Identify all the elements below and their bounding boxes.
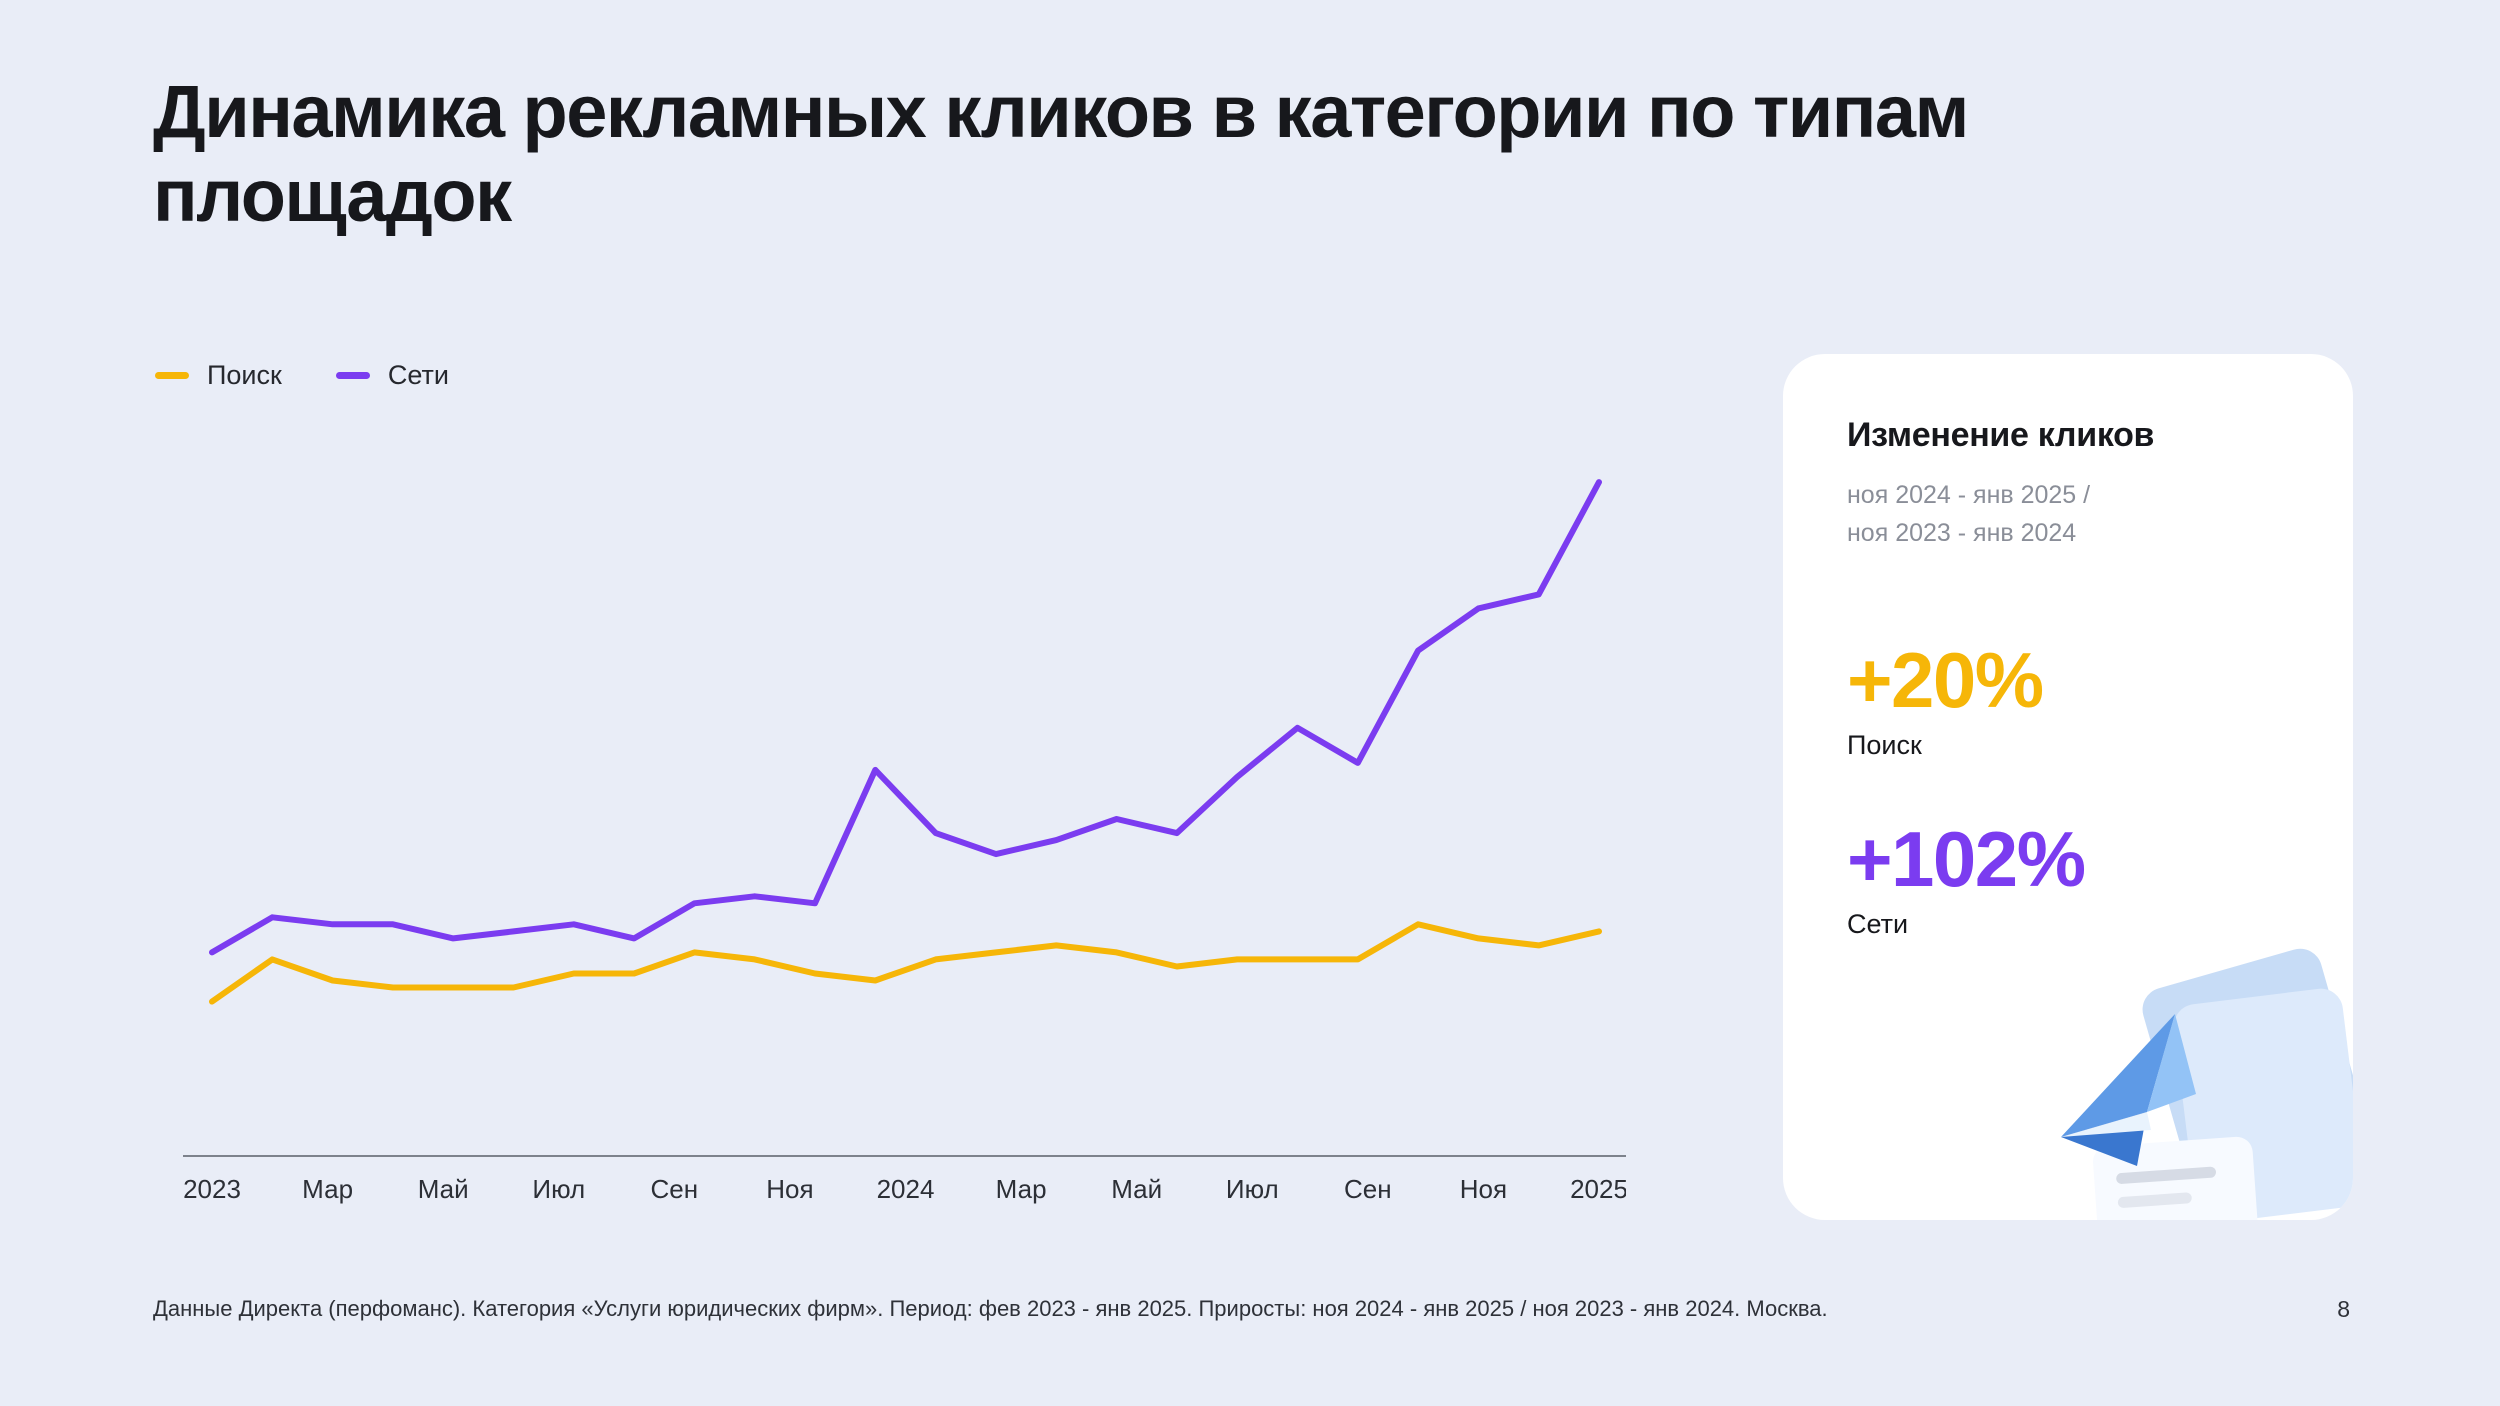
legend-swatch	[335, 372, 370, 379]
line-chart-svg: 2023 Мар Май Июл Сен Ноя 2024 Мар Май Июл Сен Ноя 20…	[183, 479, 1628, 1204]
x-tick-label: 2025	[1570, 1174, 1626, 1204]
metric-value: +102%	[1847, 814, 2086, 903]
x-tick-label: Ноя	[766, 1174, 813, 1204]
metric-label: Поиск	[1847, 729, 1922, 760]
x-tick-label: Май	[418, 1174, 469, 1204]
legend-item-search: Поиск	[155, 360, 282, 391]
x-tick-label: Май	[1111, 1174, 1162, 1204]
legend-label: Сети	[387, 360, 449, 390]
page-title: Динамика рекламных кликов в категории по…	[153, 70, 1969, 237]
chart-legend: Поиск Сети	[155, 360, 449, 391]
x-tick-label: Ноя	[1460, 1174, 1507, 1204]
x-tick-label: Мар	[996, 1174, 1047, 1204]
legend-swatch	[155, 372, 189, 379]
card-title: Изменение кликов	[1847, 416, 2155, 454]
legend-item-networks: Сети	[335, 360, 449, 391]
metric-networks: +102% Сети	[1847, 814, 2289, 940]
x-tick-label: Мар	[302, 1174, 353, 1204]
legend-label: Поиск	[207, 360, 282, 390]
x-tick-label: Июл	[532, 1174, 585, 1204]
metric-value: +20%	[1847, 636, 2044, 724]
x-tick-label: Июл	[1226, 1174, 1279, 1204]
metric-label: Сети	[1847, 908, 1909, 939]
page-number: 8	[2337, 1296, 2350, 1322]
x-tick-label: 2023	[183, 1174, 241, 1204]
clicks-change-card: Изменение кликов ноя 2024 - янв 2025 / н…	[1783, 354, 2353, 1220]
folders-paper-plane-illustration	[2061, 948, 2353, 1220]
clicks-line-chart: 2023 Мар Май Июл Сен Ноя 2024 Мар Май Июл Сен Ноя 20…	[183, 446, 1628, 1226]
x-tick-label: 2024	[877, 1174, 935, 1204]
card-subtitle: ноя 2024 - янв 2025 / ноя 2023 - янв 202…	[1847, 481, 2091, 547]
x-tick-label: Сен	[1344, 1174, 1392, 1204]
metric-search: +20% Поиск	[1847, 636, 2289, 761]
footer-source-text: Данные Директа (перфоманс). Категория «У…	[153, 1296, 1828, 1321]
series-line-Сети	[209, 479, 1602, 956]
x-tick-label: Сен	[650, 1174, 698, 1204]
series-line-Поиск	[209, 921, 1602, 1005]
